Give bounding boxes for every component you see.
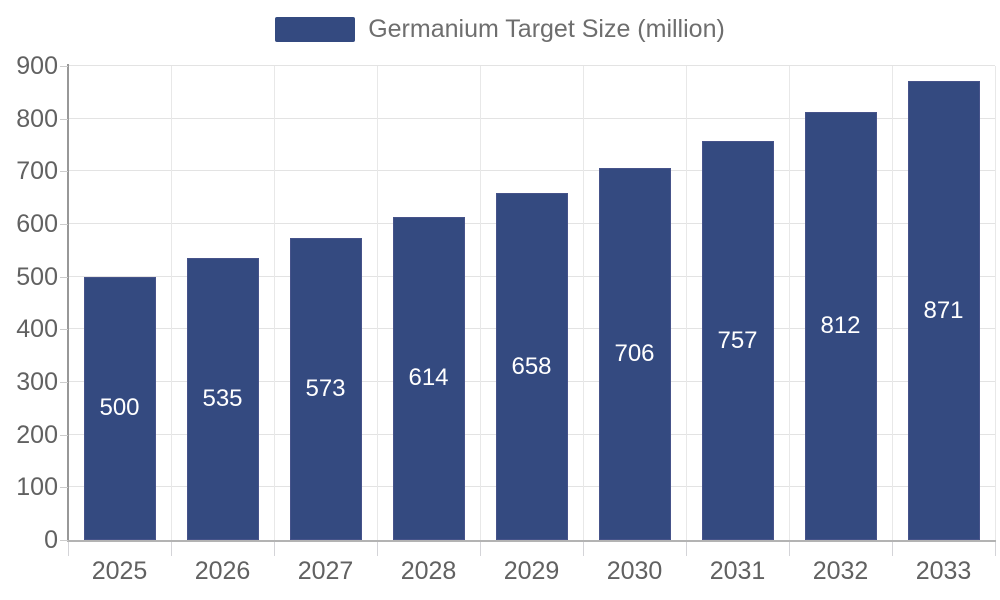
x-axis-tick — [789, 542, 790, 556]
y-axis-tick-label: 400 — [16, 315, 58, 344]
y-axis-tick-label: 200 — [16, 420, 58, 449]
x-axis-tick — [583, 542, 584, 556]
x-axis-tick — [995, 542, 996, 556]
bar-2030: 706 — [598, 168, 671, 540]
gridline-h — [68, 65, 995, 66]
y-axis-tick — [60, 171, 68, 173]
bar-2027: 573 — [289, 238, 362, 540]
x-axis-tick — [892, 542, 893, 556]
x-axis-tick-label: 2030 — [606, 557, 663, 585]
x-axis-tick-label: 2028 — [400, 557, 457, 585]
bar-2031: 757 — [701, 141, 774, 540]
y-axis-tick-label: 300 — [16, 368, 58, 396]
gridline-v — [376, 66, 378, 540]
x-axis-tick-label: 2025 — [91, 557, 148, 585]
x-axis-tick-label: 2029 — [503, 557, 560, 585]
gridline-v — [994, 66, 996, 540]
y-axis-tick-label: 100 — [16, 473, 58, 502]
y-axis-tick — [60, 66, 68, 67]
x-axis-tick — [171, 542, 172, 556]
legend-label: Germanium Target Size (million) — [368, 15, 725, 43]
y-axis-tick — [60, 434, 68, 436]
y-axis-tick — [60, 224, 68, 225]
y-axis-tick-label: 700 — [16, 157, 58, 186]
bar-2026: 535 — [186, 258, 259, 540]
bar-value-label: 706 — [614, 340, 655, 368]
bar-2028: 614 — [392, 216, 465, 540]
gridline-v — [479, 66, 481, 540]
y-axis-tick — [60, 276, 68, 278]
x-axis-tick-label: 2027 — [297, 557, 354, 585]
bar-2025: 500 — [83, 276, 156, 540]
x-axis-line — [67, 540, 996, 542]
gridline-v — [582, 66, 584, 540]
bar-2029: 658 — [495, 193, 568, 540]
bar-value-label: 614 — [408, 364, 449, 392]
x-axis-tick — [686, 542, 687, 556]
gridline-h — [68, 170, 995, 172]
bar-value-label: 573 — [305, 375, 346, 403]
bar-value-label: 812 — [820, 312, 861, 340]
y-axis-tick — [60, 540, 68, 541]
x-axis-tick — [377, 542, 378, 556]
gridline-v — [273, 66, 275, 540]
y-axis-tick — [60, 382, 68, 383]
x-axis-tick — [480, 542, 481, 556]
x-axis-tick — [68, 542, 69, 556]
gridline-v — [788, 66, 790, 540]
y-axis-tick-label: 0 — [44, 526, 58, 554]
legend-swatch — [275, 17, 356, 42]
gridline-h — [68, 117, 995, 119]
legend: Germanium Target Size (million) — [0, 15, 1000, 44]
y-axis-line — [67, 64, 69, 542]
x-axis-tick-label: 2032 — [812, 557, 869, 585]
gridline-v — [685, 66, 687, 540]
x-axis-tick-label: 2026 — [194, 557, 251, 585]
gridline-v — [891, 66, 893, 540]
y-axis-tick-label: 500 — [16, 262, 58, 291]
y-axis-tick-label: 900 — [16, 52, 58, 80]
y-axis-tick — [60, 118, 68, 120]
bar-value-label: 871 — [923, 296, 964, 324]
y-axis-tick-label: 800 — [16, 104, 58, 133]
plot-area: 500 535 573 614 658 706 757 812 871 — [68, 65, 996, 540]
bar-value-label: 535 — [202, 385, 243, 413]
x-axis-tick-label: 2031 — [709, 557, 766, 585]
gridline-v — [170, 66, 172, 540]
y-axis-tick — [60, 487, 68, 489]
bar-2032: 812 — [804, 112, 877, 540]
x-axis-tick-label: 2033 — [915, 557, 972, 585]
bar-value-label: 658 — [511, 352, 552, 380]
bar-2033: 871 — [907, 81, 980, 540]
y-axis-tick-label: 600 — [16, 210, 58, 238]
y-axis-tick — [60, 329, 68, 331]
bar-value-label: 757 — [717, 326, 758, 354]
x-axis-tick — [274, 542, 275, 556]
bar-value-label: 500 — [99, 394, 140, 422]
